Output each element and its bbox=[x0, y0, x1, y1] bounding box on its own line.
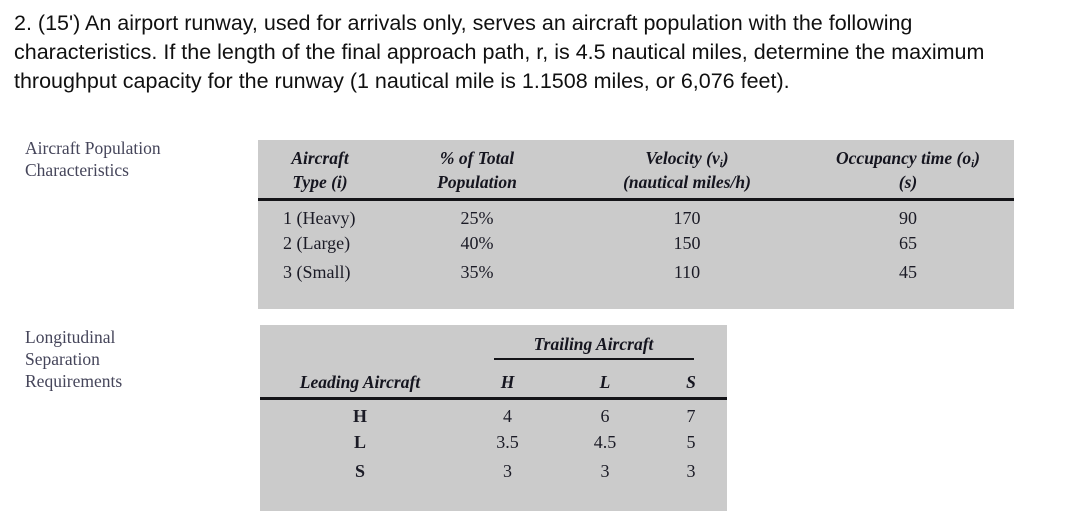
column-header-trailing-s: S bbox=[655, 372, 728, 400]
row-label: L bbox=[353, 431, 366, 452]
table-cell: 65 bbox=[899, 233, 917, 253]
column-header-trailing-h: H bbox=[460, 372, 555, 400]
trailing-aircraft-span-row: Trailing Aircraft bbox=[260, 334, 727, 372]
trailing-aircraft-header: Trailing Aircraft bbox=[493, 334, 694, 360]
side-label-line: Longitudinal bbox=[25, 327, 116, 347]
side-label-line: Requirements bbox=[25, 371, 123, 391]
side-label-line: Characteristics bbox=[25, 160, 129, 180]
population-table-side-label: Aircraft Population Characteristics bbox=[25, 137, 161, 181]
question-line: 2. (15') An airport runway, used for arr… bbox=[14, 11, 913, 35]
table-cell: 150 bbox=[673, 233, 701, 253]
question-text: 2. (15') An airport runway, used for arr… bbox=[14, 9, 984, 96]
table-cell: 110 bbox=[673, 262, 701, 282]
table-cell: 45 bbox=[899, 262, 917, 282]
column-header-aircraft-type: Aircraft Type (i) bbox=[258, 148, 382, 201]
table-cell: 90 bbox=[899, 208, 917, 228]
population-table-header-row: Aircraft Type (i) % of Total Population … bbox=[258, 148, 1014, 201]
table-row: 3 (Small) 35% 110 45 bbox=[258, 258, 1014, 287]
table-cell: 3.5 bbox=[496, 431, 519, 452]
table-cell: 6 bbox=[600, 406, 610, 427]
table-cell: 4 bbox=[503, 406, 512, 427]
table-row: L 3.5 4.5 5 bbox=[260, 428, 727, 457]
table-cell: 170 bbox=[673, 208, 701, 228]
question-line: throughput capacity for the runway (1 na… bbox=[14, 69, 790, 93]
table-cell: 3 bbox=[503, 460, 512, 481]
trailing-aircraft-header-cell: Trailing Aircraft bbox=[460, 334, 727, 372]
table-cell: 3 (Small) bbox=[283, 262, 351, 282]
table-cell: 4.5 bbox=[593, 431, 617, 452]
row-label: S bbox=[354, 460, 365, 481]
table-cell: 1 (Heavy) bbox=[283, 208, 356, 228]
empty-cell bbox=[260, 334, 460, 372]
column-header-trailing-l: L bbox=[555, 372, 655, 400]
side-label-line: Aircraft Population bbox=[25, 138, 161, 158]
table-row: 2 (Large) 40% 150 65 bbox=[258, 229, 1014, 258]
column-header-leading-aircraft: Leading Aircraft bbox=[260, 372, 460, 400]
separation-table-header-row: Leading Aircraft H L S bbox=[260, 372, 728, 400]
population-table: Aircraft Type (i) % of Total Population … bbox=[258, 148, 1014, 287]
table-cell: 7 bbox=[686, 406, 696, 427]
side-label-line: Separation bbox=[25, 349, 100, 369]
table-cell: 25% bbox=[460, 208, 494, 228]
question-line: characteristics. If the length of the fi… bbox=[14, 40, 985, 64]
column-header-percent-population: % of Total Population bbox=[382, 148, 572, 201]
table-cell: 2 (Large) bbox=[283, 233, 351, 253]
separation-table-panel: Trailing Aircraft Leading Aircraft H L S… bbox=[260, 325, 728, 511]
separation-table-side-label: Longitudinal Separation Requirements bbox=[25, 326, 122, 392]
table-row: 1 (Heavy) 25% 170 90 bbox=[258, 200, 1014, 230]
table-row: H 4 6 7 bbox=[260, 399, 727, 428]
separation-table: Trailing Aircraft Leading Aircraft H L S… bbox=[260, 334, 728, 486]
table-cell: 3 bbox=[686, 460, 696, 481]
table-cell: 40% bbox=[460, 233, 494, 253]
table-cell: 3 bbox=[600, 460, 610, 481]
table-row: S 3 3 3 bbox=[260, 457, 727, 486]
table-cell: 5 bbox=[686, 431, 696, 452]
column-header-velocity: Velocity (vi) (nautical miles/h) bbox=[572, 148, 802, 201]
column-header-occupancy-time: Occupancy time (oi) (s) bbox=[802, 148, 1014, 201]
population-table-panel: Aircraft Type (i) % of Total Population … bbox=[258, 140, 1014, 309]
table-cell: 35% bbox=[460, 262, 494, 282]
row-label: H bbox=[352, 406, 367, 427]
